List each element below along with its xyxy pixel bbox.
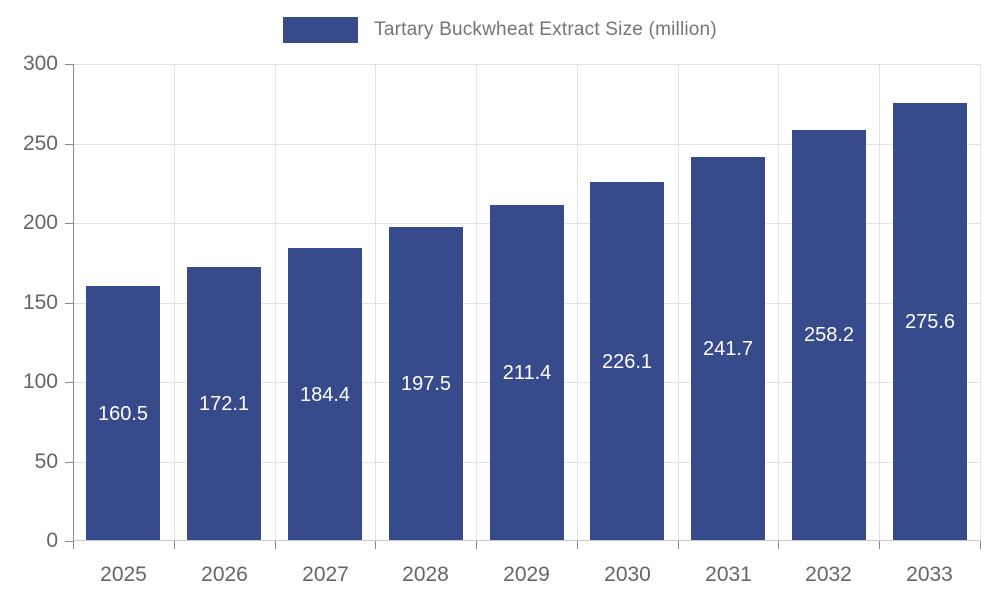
x-axis-tick-mark (980, 541, 981, 549)
x-axis-tick-label: 2026 (201, 563, 248, 586)
y-axis-tick-label: 150 (22, 291, 58, 314)
bar: 184.4 (288, 248, 362, 541)
bar-value-label: 226.1 (601, 351, 653, 373)
x-axis-tick-mark (678, 541, 679, 549)
x-axis-tick-mark (476, 541, 477, 549)
x-axis-tick-mark (174, 541, 175, 549)
gridline-vertical (577, 64, 578, 541)
bar: 172.1 (187, 267, 261, 541)
bar-value-label: 211.4 (502, 362, 552, 384)
y-axis-line (73, 64, 74, 541)
y-axis-tick-mark (65, 541, 73, 542)
x-axis-tick-label: 2032 (805, 563, 852, 586)
y-axis-tick-mark (65, 382, 73, 383)
y-axis-tick-mark (65, 223, 73, 224)
bar-value-label: 241.7 (702, 338, 754, 360)
x-axis-tick-label: 2025 (100, 563, 147, 586)
y-axis-tick-mark (65, 462, 73, 463)
x-axis-tick-label: 2033 (906, 563, 953, 586)
gridline-vertical (174, 64, 175, 541)
plot-area: 160.5 172.1 184.4 197.5 211.4 226.1 241.7 258.2… (73, 64, 981, 541)
y-axis-tick-label: 200 (22, 211, 58, 234)
y-axis-tick-label: 100 (22, 370, 58, 393)
bar: 226.1 (590, 182, 664, 541)
x-axis-line (73, 540, 980, 541)
bar-value-label: 275.6 (904, 311, 956, 333)
bar-value-label: 258.2 (803, 324, 855, 346)
gridline-vertical (375, 64, 376, 541)
bar-value-label: 160.5 (97, 403, 149, 425)
x-axis-tick-label: 2029 (503, 563, 550, 586)
gridline-vertical (275, 64, 276, 541)
y-axis-tick-mark (65, 303, 73, 304)
gridline-vertical (879, 64, 880, 541)
bar: 241.7 (691, 157, 765, 541)
y-axis-tick-mark (65, 144, 73, 145)
y-axis-tick-label: 0 (46, 529, 58, 552)
y-axis-tick-label: 50 (34, 450, 58, 473)
bar: 275.6 (893, 103, 967, 541)
gridline-horizontal (73, 143, 980, 145)
x-axis-tick-label: 2027 (302, 563, 349, 586)
x-axis-tick-label: 2031 (705, 563, 752, 586)
x-axis-tick-mark (375, 541, 376, 549)
gridline-vertical (778, 64, 779, 541)
bar: 258.2 (792, 130, 866, 541)
x-axis-tick-mark (275, 541, 276, 549)
gridline-vertical (980, 64, 981, 541)
y-axis-tick-label: 250 (22, 132, 58, 155)
x-axis-tick-label: 2028 (402, 563, 449, 586)
x-axis-tick-mark (778, 541, 779, 549)
gridline-horizontal (73, 64, 980, 65)
x-axis-tick-mark (879, 541, 880, 549)
bar: 160.5 (86, 286, 160, 541)
bar-value-label: 172.1 (198, 393, 250, 415)
gridline-vertical (678, 64, 679, 541)
x-axis-tick-label: 2030 (604, 563, 651, 586)
legend-swatch-icon (283, 17, 359, 43)
x-axis-tick-mark (73, 541, 74, 549)
chart-legend: Tartary Buckwheat Extract Size (million) (0, 17, 1000, 43)
x-axis-tick-mark (577, 541, 578, 549)
bar-value-label: 184.4 (299, 384, 351, 406)
bar-value-label: 197.5 (400, 373, 452, 395)
gridline-vertical (476, 64, 477, 541)
bar: 197.5 (389, 227, 463, 541)
legend-label: Tartary Buckwheat Extract Size (million) (374, 19, 717, 40)
y-axis-tick-label: 300 (22, 52, 58, 75)
bar: 211.4 (490, 205, 564, 541)
y-axis-tick-mark (65, 64, 73, 65)
